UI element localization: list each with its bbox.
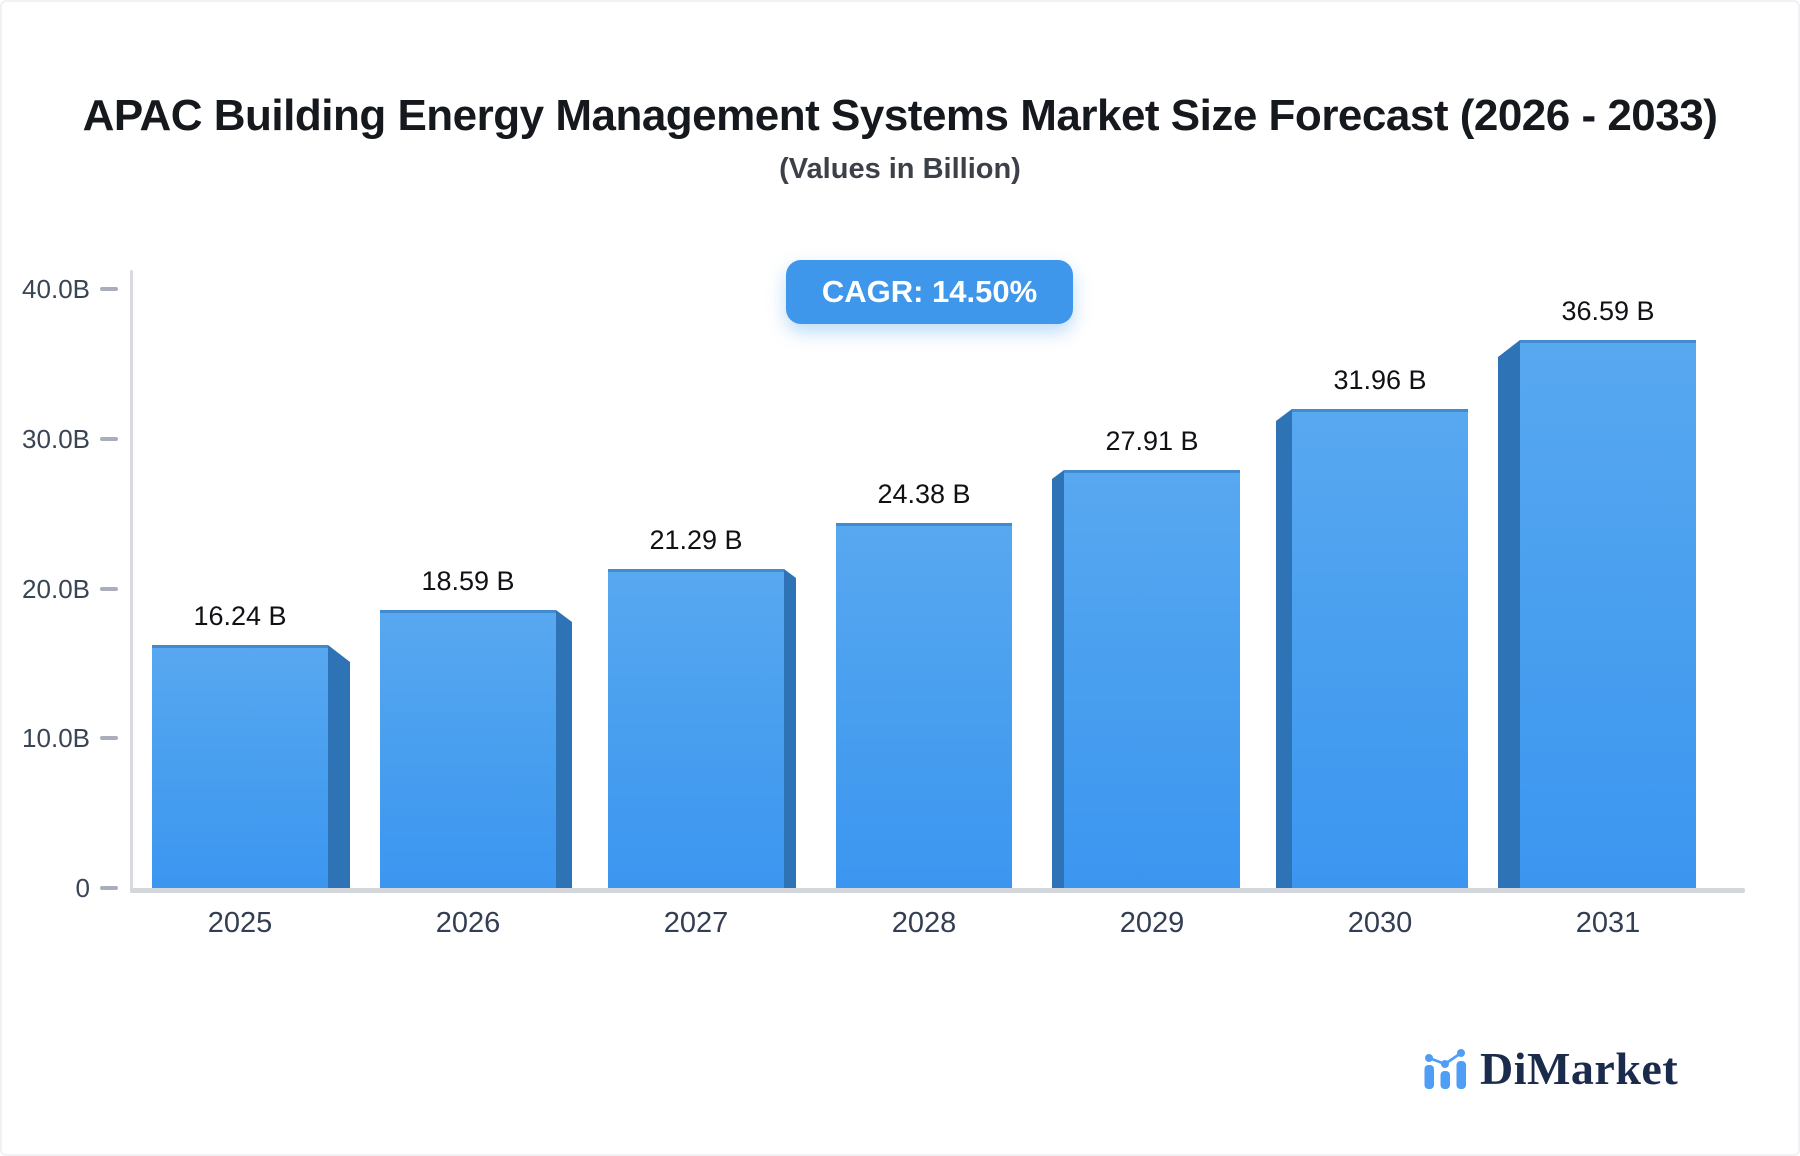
- x-tick-label: 2030: [1347, 907, 1413, 939]
- y-axis-line: [130, 270, 133, 893]
- x-tick-label: 2029: [1119, 907, 1185, 939]
- x-tick-label: 2031: [1575, 907, 1641, 939]
- chart-header: APAC Building Energy Management Systems …: [2, 90, 1798, 186]
- cagr-badge-label: CAGR: 14.50%: [821, 274, 1038, 309]
- bar-side-face-2031: [1498, 340, 1520, 888]
- y-tick-label: 30.0B: [22, 423, 90, 454]
- chart-subtitle: (Values in Billion): [779, 152, 1021, 185]
- bar-2029: [1064, 470, 1240, 888]
- bar-2030: [1292, 409, 1468, 888]
- y-tick-mark: [100, 886, 118, 890]
- bar-2028: [836, 523, 1012, 888]
- x-tick-label: 2025: [207, 907, 273, 939]
- y-tick-label: 0: [75, 873, 90, 903]
- bar-value-label: 27.91 B: [1105, 426, 1199, 456]
- bar-value-label: 31.96 B: [1333, 365, 1427, 395]
- x-axis-line: [130, 888, 1745, 893]
- bar-2027: [608, 569, 784, 888]
- bar-side-face-2030: [1276, 409, 1292, 888]
- y-tick-mark: [100, 436, 118, 441]
- bar-value-label: 36.59 B: [1561, 296, 1655, 326]
- bar-2025: [152, 645, 328, 888]
- brand-name: DiMarket: [1480, 1043, 1679, 1094]
- y-tick-label: 40.0B: [22, 274, 90, 304]
- bar-value-label: 18.59 B: [421, 566, 515, 596]
- chart-title: APAC Building Energy Management Systems …: [82, 91, 1718, 140]
- bar-value-label: 24.38 B: [877, 479, 971, 509]
- y-tick-mark: [100, 287, 118, 291]
- bar-side-face-2029: [1052, 470, 1064, 888]
- bar-value-label: 16.24 B: [193, 601, 287, 631]
- x-tick-label: 2027: [663, 907, 729, 939]
- bar-value-label: 21.29 B: [649, 525, 743, 555]
- bar-side-face-2026: [556, 610, 572, 888]
- cagr-badge: CAGR: 14.50%: [786, 260, 1073, 324]
- x-tick-label: 2028: [891, 907, 957, 939]
- brand-logo: DiMarket: [1423, 1042, 1678, 1095]
- y-tick-mark: [100, 736, 118, 741]
- bar-2031: [1520, 340, 1696, 888]
- y-tick-mark: [100, 586, 118, 591]
- y-tick-label: 10.0B: [22, 723, 90, 754]
- bar-side-face-2027: [784, 569, 796, 888]
- x-tick-label: 2026: [435, 907, 501, 939]
- y-tick-label: 20.0B: [22, 573, 90, 604]
- bar-side-face-2025: [328, 645, 350, 888]
- bar-2026: [380, 610, 556, 888]
- bar-chart-logo-icon: [1423, 1048, 1469, 1090]
